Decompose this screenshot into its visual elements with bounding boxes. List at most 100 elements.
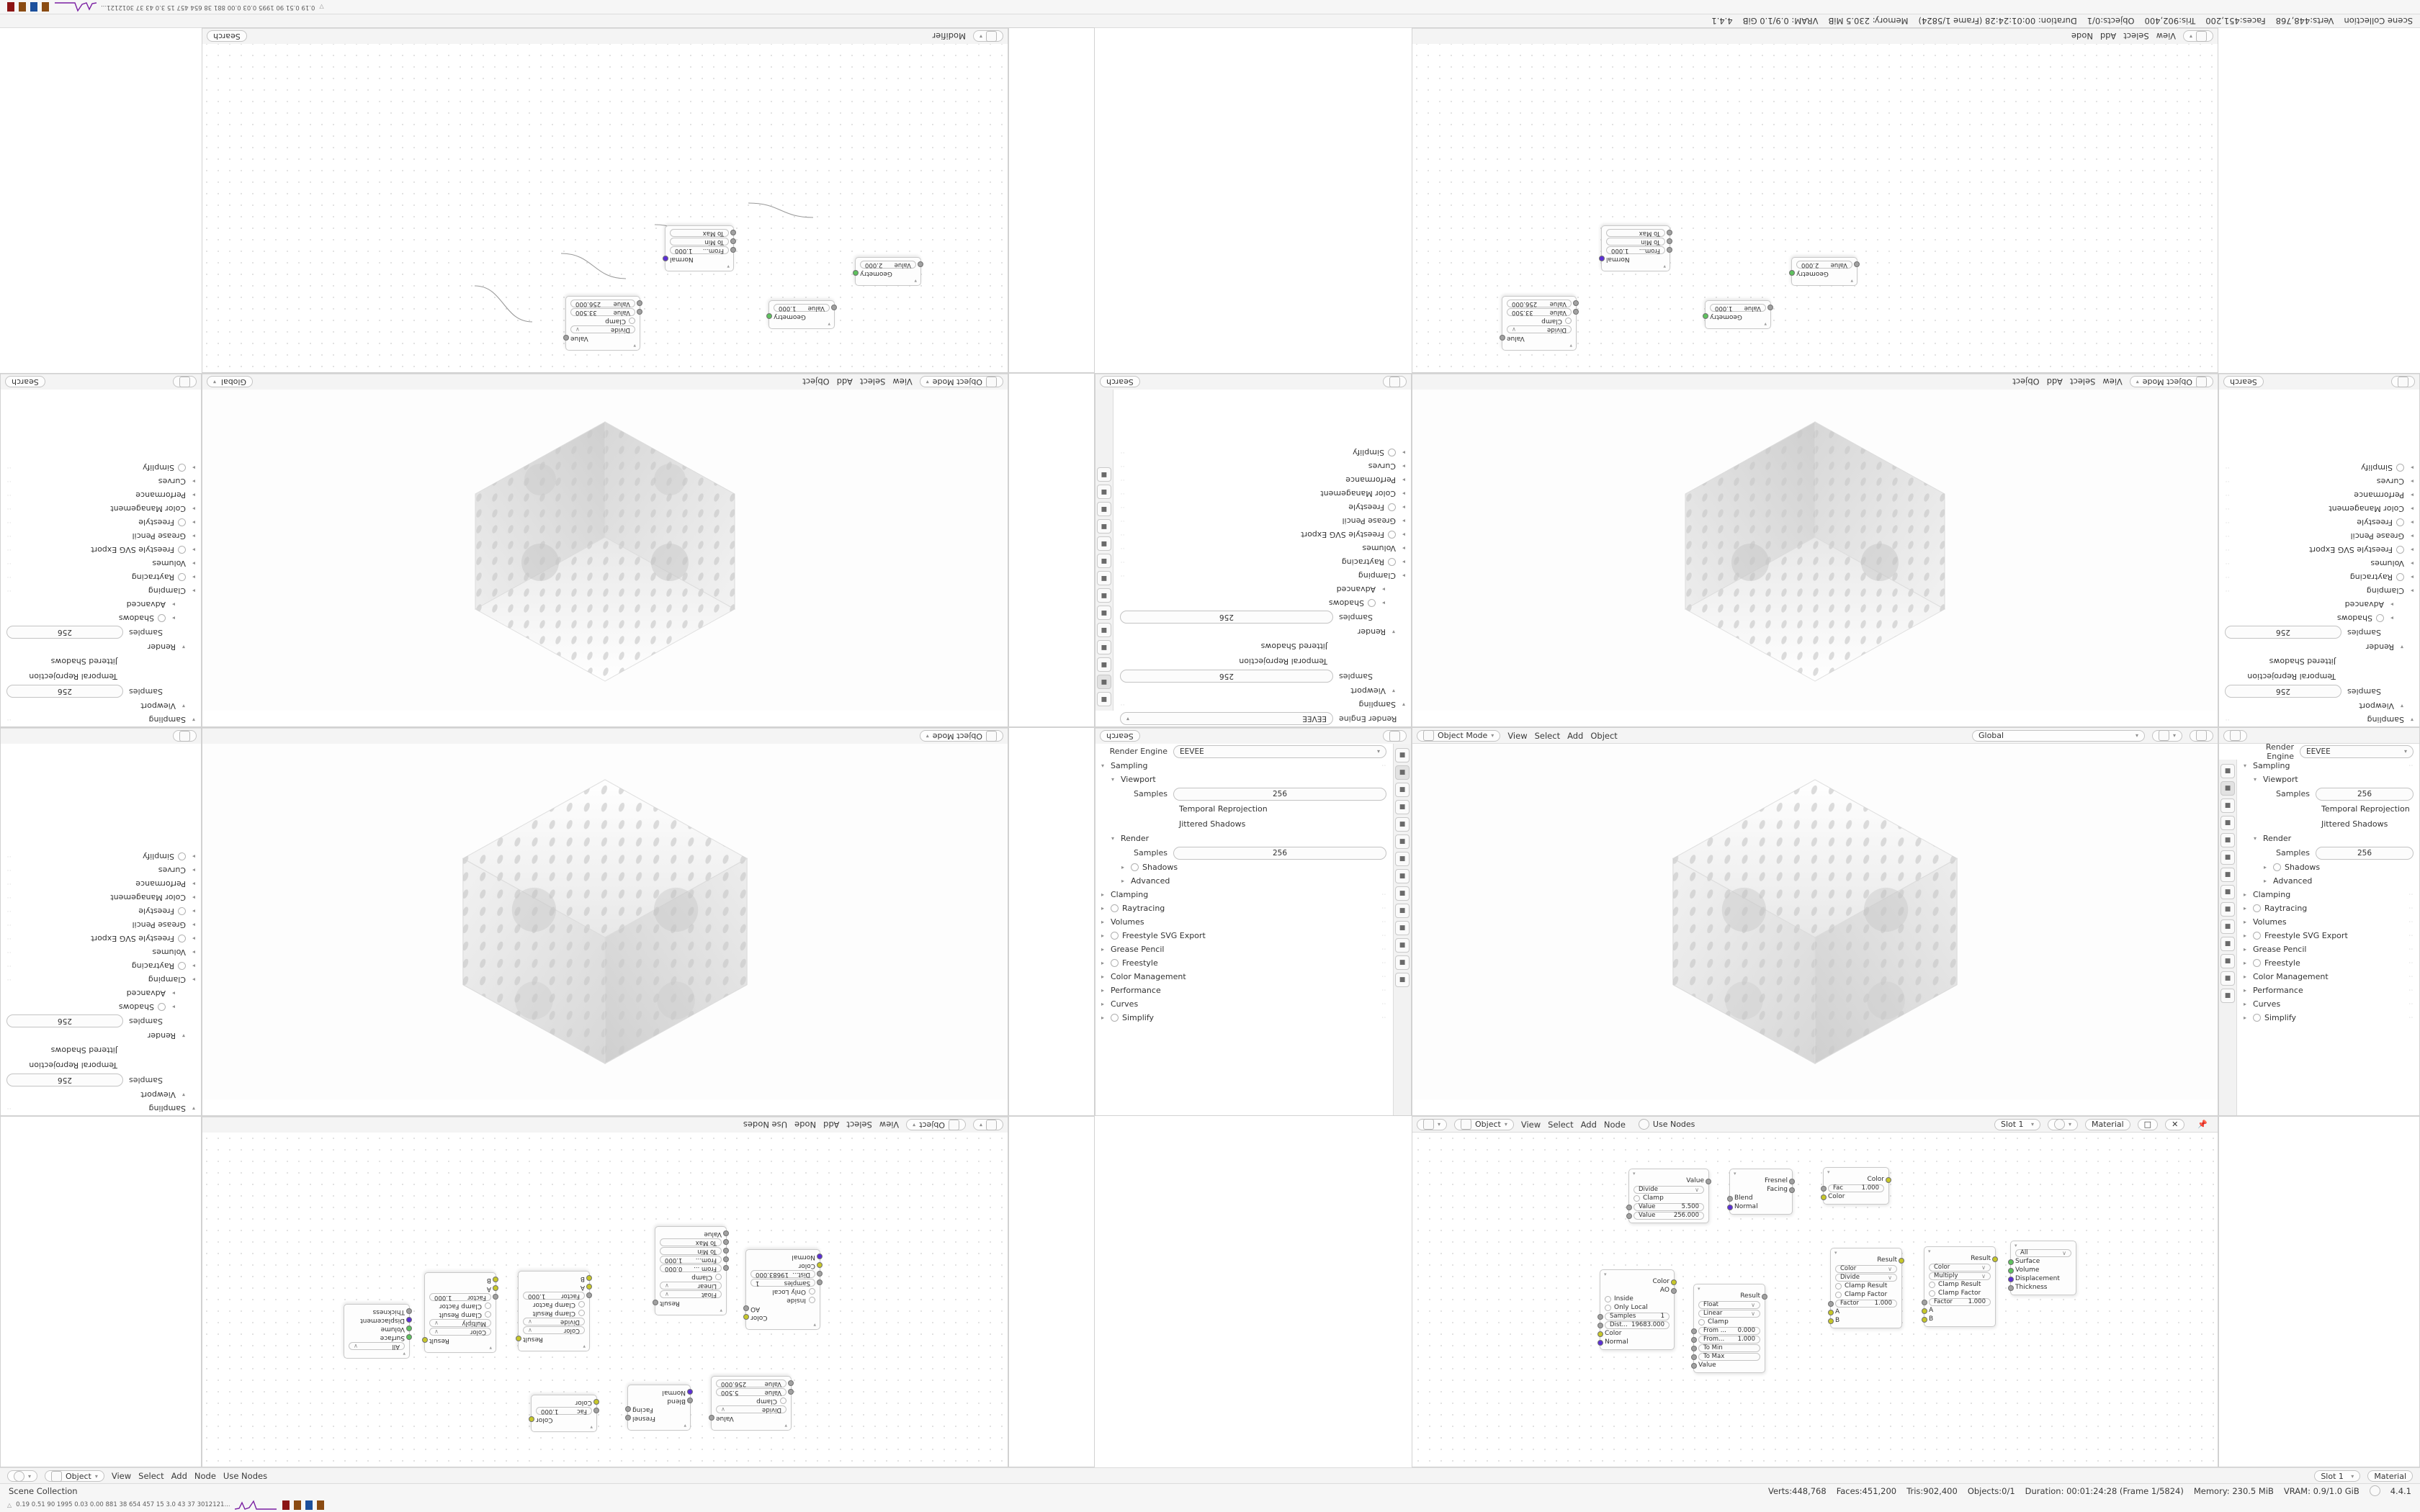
prop-section-performance[interactable]: ▸ Performance ⸱⸱	[2219, 488, 2419, 502]
socket-dot[interactable]	[493, 1285, 498, 1291]
props-header-r3rr[interactable]	[2219, 728, 2419, 744]
node-collapse-icon[interactable]: ▾	[1827, 1169, 1830, 1175]
render-samples-field[interactable]: 256	[6, 1014, 123, 1028]
prop-section-volumes[interactable]: ▸ Volumes ⸱⸱	[1, 945, 201, 959]
node-output-socket-row[interactable]: Fresnel	[625, 1414, 690, 1423]
node-field-row[interactable]: Value 33.500	[566, 308, 642, 317]
prop-section-raytracing[interactable]: ▸ Raytracing ⸱⸱	[1095, 901, 1392, 915]
prop-section-raytracing[interactable]: ▸ Raytracing ⸱⸱	[2219, 570, 2419, 584]
node-output-socket-row[interactable]: Color	[1824, 1175, 1891, 1184]
disclosure-triangle-icon[interactable]: ▸	[1402, 545, 1405, 552]
object-icon[interactable]: ■	[1395, 869, 1410, 883]
particles-icon[interactable]: ■	[1097, 536, 1111, 551]
socket-dot[interactable]	[1789, 1179, 1795, 1184]
disclosure-triangle-icon[interactable]: ▸	[2410, 464, 2414, 471]
section-checkbox[interactable]	[1111, 959, 1119, 967]
vp-menu-select-r3r[interactable]: Select	[1534, 730, 1561, 741]
socket-dot[interactable]	[1922, 1300, 1927, 1305]
node-checkbox[interactable]	[1565, 318, 1572, 325]
disclosure-triangle-icon[interactable]: ▸	[2410, 588, 2414, 594]
material-icon[interactable]: ■	[1097, 467, 1111, 482]
constraint-icon[interactable]: ■	[2220, 954, 2235, 968]
disclosure-triangle-icon[interactable]: ▸	[1121, 878, 1125, 884]
node-dropdown[interactable]: Divide ∨	[1835, 1273, 1897, 1282]
node-output-socket-row[interactable]: Color	[1600, 1277, 1677, 1286]
prop-section-shadows[interactable]: ▸ Shadows	[2219, 611, 2419, 625]
render-engine-row-r2m[interactable]: Render Engine EEVEE ▾	[1114, 711, 1411, 726]
section-checkbox[interactable]	[178, 518, 186, 526]
disclosure-triangle-icon[interactable]: ▸	[2410, 546, 2414, 553]
geometry-node-editor-top-right[interactable]: ▾ View Select Add Node ▾ Value Divide ∨ Clam…	[1412, 27, 2218, 373]
socket-dot[interactable]	[529, 1416, 534, 1422]
prop-section-advanced[interactable]: ▸ Advanced	[1, 986, 201, 1000]
socket-dot[interactable]	[1599, 256, 1605, 261]
section-checkbox[interactable]	[158, 614, 166, 622]
node-value-field[interactable]: Dist... 19683.000	[1605, 1320, 1670, 1329]
viewlayer-icon[interactable]: ■	[1395, 800, 1410, 814]
geonode-search[interactable]: Search	[207, 30, 247, 42]
render-samples-row[interactable]: Samples 256	[2238, 845, 2419, 860]
node-checkbox-row[interactable]: Clamp	[1629, 1194, 1708, 1202]
temporal-reprojection-row[interactable]: Temporal Reprojection	[1095, 801, 1392, 816]
prop-section-advanced[interactable]: ▸ Advanced	[1095, 874, 1392, 888]
disclosure-triangle-icon[interactable]: ▸	[1101, 905, 1105, 912]
socket-dot[interactable]	[493, 1294, 498, 1300]
section-checkbox[interactable]	[178, 935, 186, 942]
menu-add-tr[interactable]: Add	[2099, 31, 2117, 42]
properties-list-r3m[interactable]: ▾ Sampling ⸱⸱ ▾ Viewport Samples 256 Temporal R…	[1095, 759, 1392, 1025]
node-output-socket-row[interactable]: Result	[1694, 1292, 1767, 1300]
node-field-row[interactable]: Value 1.000	[1706, 304, 1773, 312]
node-output-socket-row[interactable]: Value	[709, 1414, 791, 1423]
disclosure-triangle-icon[interactable]: ▸	[1402, 531, 1405, 538]
node-mix-color-multiply[interactable]: ▾ Result Color ∨ Multiply ∨ Clamp Result Clamp …	[422, 1272, 498, 1353]
physics-icon[interactable]: ■	[1097, 519, 1111, 534]
viewport-samples-field[interactable]: 256	[6, 1074, 123, 1087]
node-collapse-icon[interactable]: ▾	[489, 1345, 492, 1351]
prop-section-curves[interactable]: ▸ Curves ⸱⸱	[1095, 997, 1392, 1011]
viewport-samples-field[interactable]: 256	[1120, 670, 1333, 683]
section-checkbox[interactable]	[1131, 863, 1139, 871]
disclosure-triangle-icon[interactable]: ▸	[1402, 463, 1405, 469]
bottom-material-name[interactable]: Material	[2367, 1470, 2413, 1482]
node-checkbox[interactable]	[1835, 1291, 1842, 1298]
viewport-header-r2l[interactable]: Object Mode ▾ View Select Add Object Glob…	[202, 374, 1008, 390]
socket-dot[interactable]	[625, 1415, 631, 1421]
disclosure-triangle-icon[interactable]: ▸	[1121, 864, 1125, 870]
node-dropdown-row[interactable]: Linear ∨	[655, 1282, 726, 1290]
node-value-field[interactable]: Samples 1	[750, 1279, 815, 1287]
socket-dot[interactable]	[723, 1230, 729, 1236]
node-field-row[interactable]: Factor 1.000	[1922, 1297, 1995, 1306]
prop-section-clamping[interactable]: ▸ Clamping ⸱⸱	[2219, 584, 2419, 598]
render-samples-field[interactable]: 256	[1120, 611, 1333, 624]
node-checkbox-row[interactable]: Clamp Result	[1831, 1282, 1901, 1290]
node-field-row[interactable]: Value 5.500	[712, 1388, 794, 1397]
temporal-reprojection-row[interactable]: Temporal Reprojection	[1114, 654, 1411, 669]
node-checkbox-row[interactable]: Only Local	[1600, 1303, 1674, 1312]
node-gn-value-clamp[interactable]: ▾ Value Divide ∨ Clamp Value 33.500 Value 256.00…	[563, 296, 642, 351]
disclosure-triangle-icon[interactable]: ▾	[1111, 835, 1115, 842]
prop-section-viewport[interactable]: ▾ Viewport	[1095, 773, 1392, 786]
prop-section-freestyle[interactable]: ▸ Freestyle ⸱⸱	[1114, 500, 1411, 514]
node-collapse-icon[interactable]: ▾	[403, 1351, 405, 1356]
disclosure-triangle-icon[interactable]: ▸	[1402, 572, 1405, 579]
disclosure-triangle-icon[interactable]: ▸	[1101, 973, 1105, 980]
node-value-field[interactable]: To Min	[1606, 238, 1665, 246]
node-output-socket-row[interactable]: Geometry	[853, 269, 920, 278]
sh-menu-node-4l[interactable]: Node	[794, 1120, 817, 1130]
sh-menu-select-4l[interactable]: Select	[846, 1120, 872, 1130]
object-icon[interactable]: ■	[2220, 885, 2235, 899]
prop-section-sampling[interactable]: ▾ Sampling ⸱⸱	[2238, 759, 2419, 773]
jittered-shadows-row[interactable]: Jittered Shadows	[1, 654, 201, 669]
socket-dot[interactable]	[1922, 1308, 1927, 1314]
node-collapse-icon[interactable]: ▾	[590, 1424, 593, 1430]
properties-editor-row3-right[interactable]: ■ ■ ■ ■ ■ ■ ■ ■ ■ ■ ■ ■ ■ ■ Render Engine EEVEE ▾ ▾ Sam…	[2218, 727, 2420, 1116]
disclosure-triangle-icon[interactable]: ▸	[2244, 973, 2247, 980]
viewport-canvas-r3l[interactable]	[202, 744, 1008, 1099]
node-sidebar-top-mid[interactable]	[1008, 27, 1095, 373]
node-input-socket-row[interactable]: Blend	[1727, 1194, 1792, 1202]
shader-props-r4r[interactable]	[2218, 1116, 2420, 1467]
shader-editor-icon-4r[interactable]: ▾	[1417, 1118, 1448, 1130]
prop-section-viewport[interactable]: ▾ Viewport	[1, 699, 201, 713]
shader-header-r4r[interactable]: ▾ Object ▾ View Select Add Node Use Nodes…	[1412, 1117, 2218, 1133]
viewport-header-r3l[interactable]: Object Mode ▾	[202, 728, 1008, 744]
